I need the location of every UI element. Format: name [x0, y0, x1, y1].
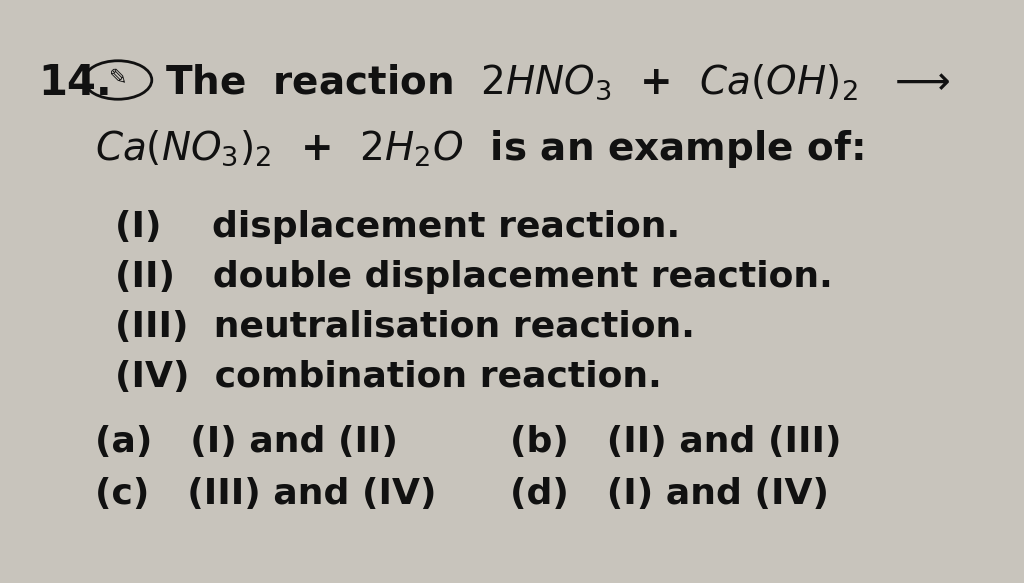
Text: (c)   (III) and (IV): (c) (III) and (IV) [95, 477, 436, 511]
Text: $Ca(NO_3)_2$  +  $2H_2O$  is an example of:: $Ca(NO_3)_2$ + $2H_2O$ is an example of: [95, 128, 863, 170]
Text: 14.: 14. [38, 62, 112, 104]
Text: (d)   (I) and (IV): (d) (I) and (IV) [510, 477, 829, 511]
Text: (b)   (II) and (III): (b) (II) and (III) [510, 425, 842, 459]
Text: (I)    displacement reaction.: (I) displacement reaction. [115, 210, 680, 244]
Text: The  reaction  $2HNO_3$  +  $Ca(OH)_2$  $\longrightarrow$: The reaction $2HNO_3$ + $Ca(OH)_2$ $\lon… [165, 62, 950, 101]
Text: (II)   double displacement reaction.: (II) double displacement reaction. [115, 260, 833, 294]
Text: (III)  neutralisation reaction.: (III) neutralisation reaction. [115, 310, 695, 344]
Text: (a)   (I) and (II): (a) (I) and (II) [95, 425, 398, 459]
Text: (IV)  combination reaction.: (IV) combination reaction. [115, 360, 662, 394]
Text: ✎: ✎ [109, 68, 127, 88]
